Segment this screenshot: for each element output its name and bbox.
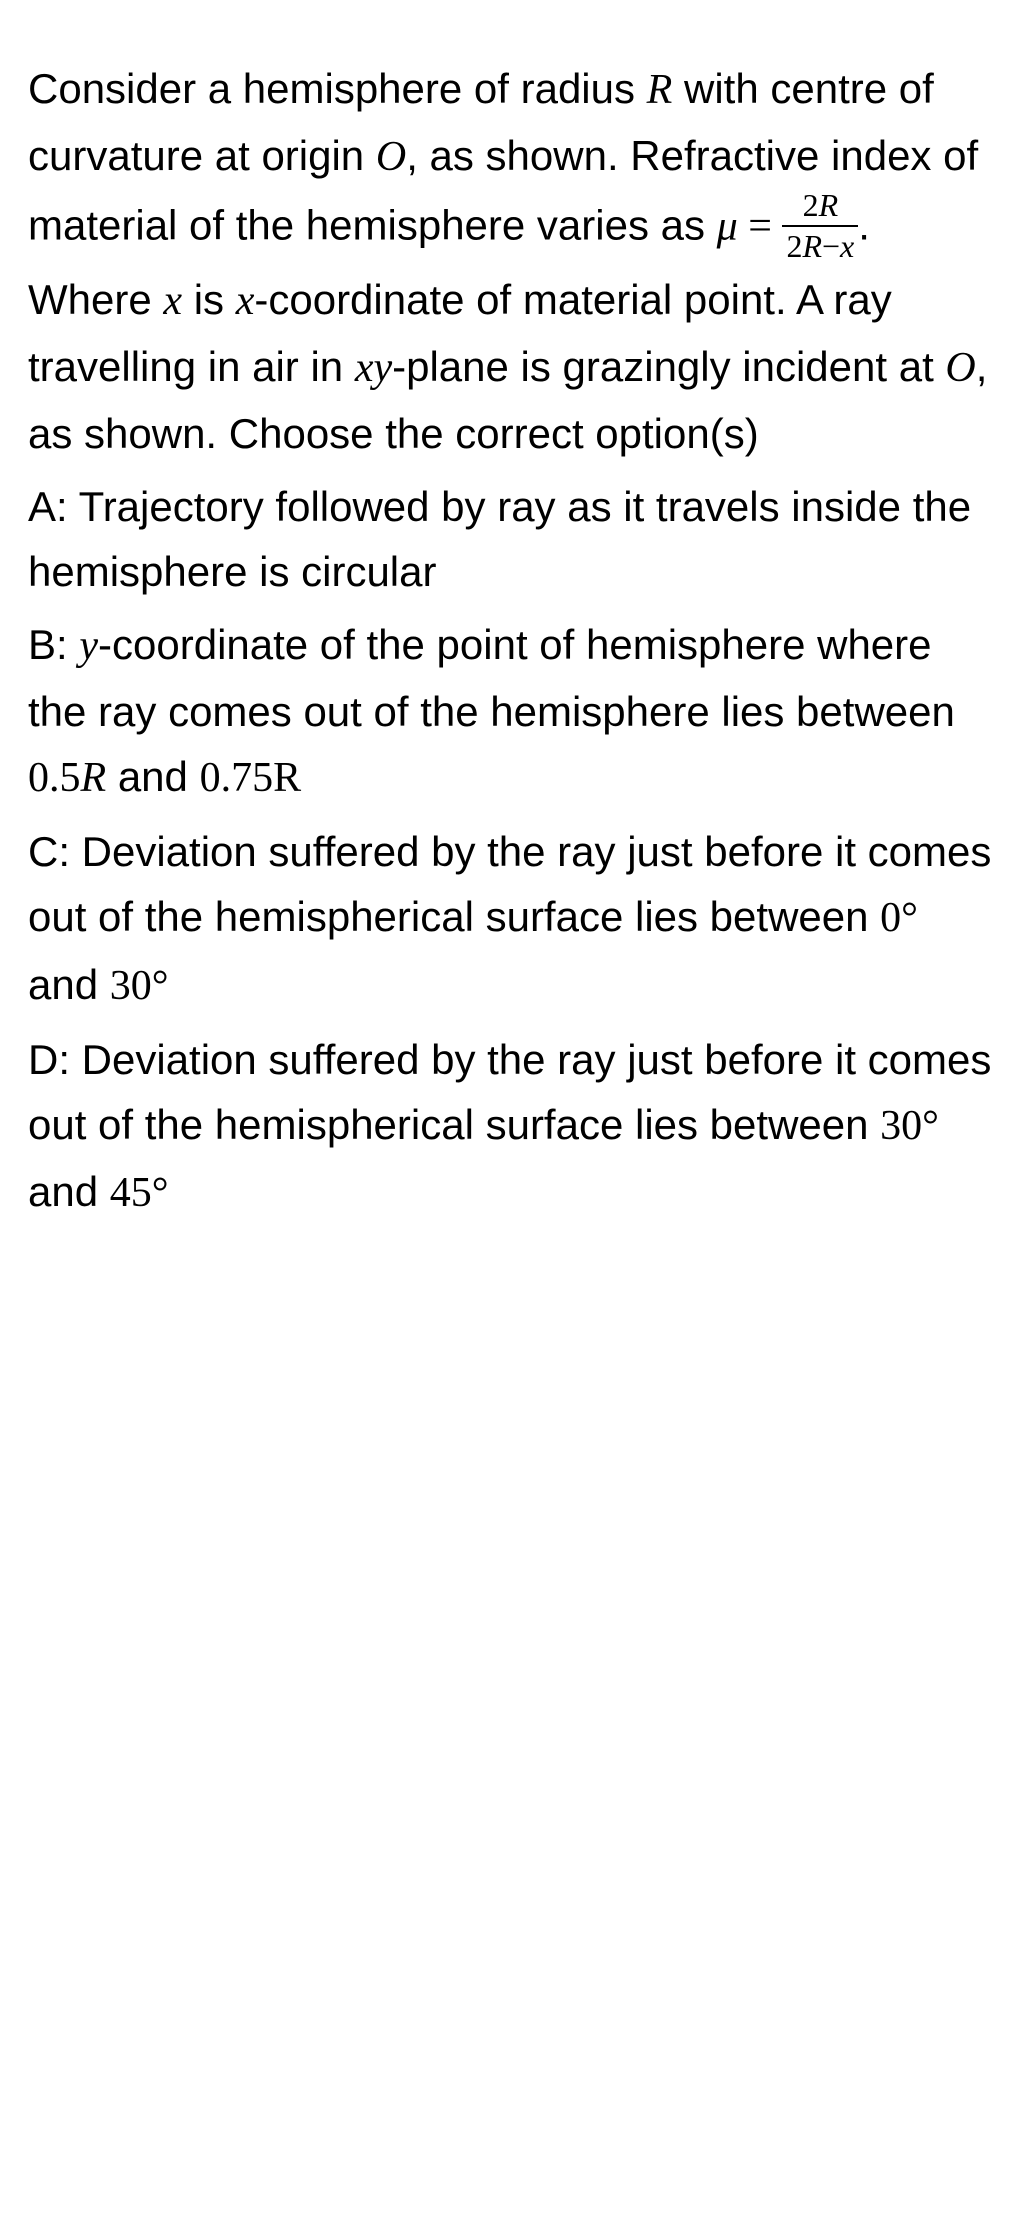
- var-R: R: [647, 67, 673, 113]
- option-label: A:: [28, 483, 68, 530]
- text: [68, 621, 80, 668]
- option-C: C: Deviation suffered by the ray just be…: [28, 819, 996, 1018]
- degree: 30°: [880, 1103, 939, 1149]
- text: Consider a hemisphere of radius: [28, 65, 647, 112]
- option-D: D: Deviation suffered by the ray just be…: [28, 1027, 996, 1226]
- var-O: O: [945, 345, 975, 391]
- text: -plane is grazingly incident at: [392, 343, 945, 390]
- denominator: 2R−x: [782, 227, 858, 264]
- option-text: Trajectory followed by ray as it travels…: [28, 483, 971, 595]
- degree: 45°: [110, 1170, 169, 1216]
- option-label: D:: [28, 1036, 70, 1083]
- text: and: [28, 961, 110, 1008]
- option-B: B: y-coordinate of the point of hemisphe…: [28, 612, 996, 811]
- value: 0.75R: [200, 755, 302, 801]
- text: is: [182, 276, 236, 323]
- equals: =: [738, 203, 783, 249]
- text: Deviation suffered by the ray just befor…: [28, 828, 991, 940]
- text: and: [28, 1168, 110, 1215]
- value: 0.5R: [28, 755, 106, 801]
- option-A: A: Trajectory followed by ray as it trav…: [28, 474, 996, 604]
- var-x: x: [236, 278, 255, 324]
- question-text: Consider a hemisphere of radius R with c…: [28, 56, 996, 466]
- var-mu: μ: [717, 203, 738, 249]
- text: -coordinate of the point of hemisphere w…: [28, 621, 955, 735]
- fraction: 2R2R−x: [782, 188, 858, 264]
- option-label: C:: [28, 828, 70, 875]
- var-O: O: [376, 134, 406, 180]
- degree: 0°: [880, 895, 918, 941]
- var-x: x: [163, 278, 182, 324]
- degree: 30°: [110, 963, 169, 1009]
- text: and: [106, 753, 199, 800]
- document-content: Consider a hemisphere of radius R with c…: [28, 56, 996, 1226]
- var-y: y: [79, 623, 98, 669]
- var-xy: xy: [355, 345, 392, 391]
- numerator: 2R: [782, 188, 858, 227]
- text: Deviation suffered by the ray just befor…: [28, 1036, 991, 1148]
- option-label: B:: [28, 621, 68, 668]
